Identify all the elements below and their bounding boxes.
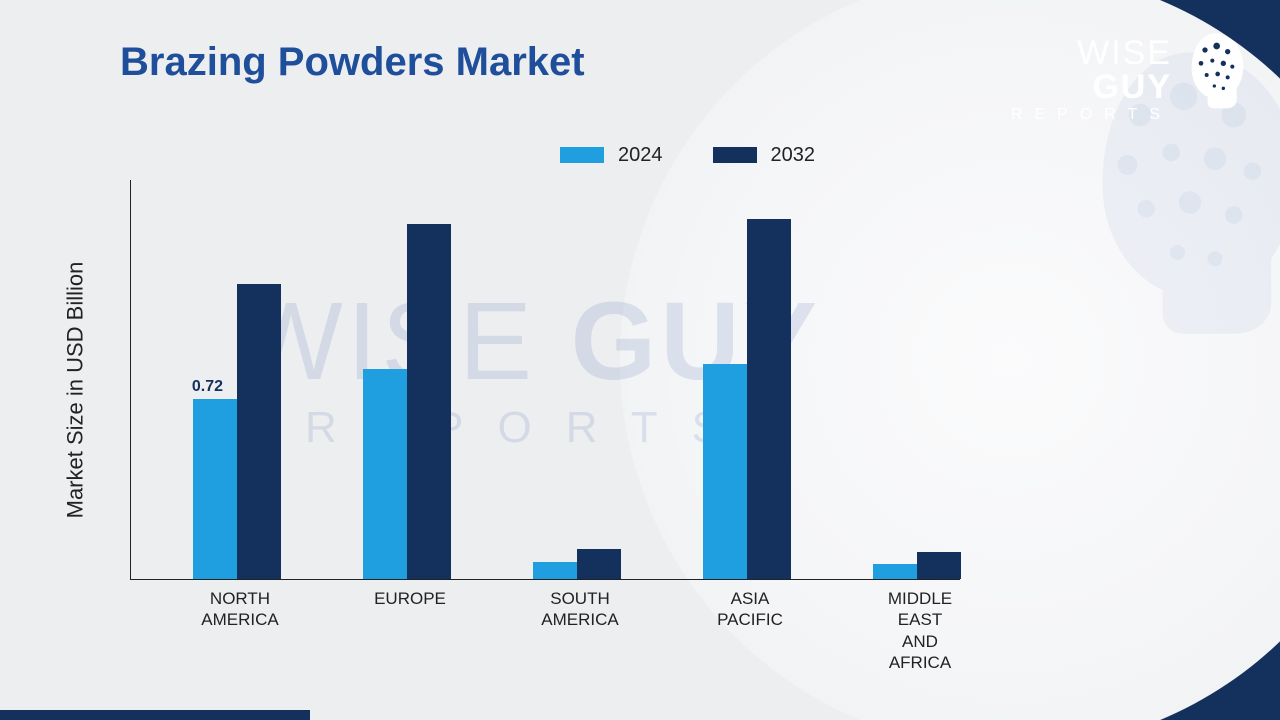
bar-ap-y2032 [747, 219, 791, 579]
x-label-mea: MIDDLEEASTANDAFRICA [845, 588, 995, 673]
x-label-sa: SOUTHAMERICA [505, 588, 655, 631]
bar-na-y2024 [193, 399, 237, 579]
bar-mea-y2024 [873, 564, 917, 579]
brand-head-icon [1180, 30, 1250, 110]
brand-line1a: WISE [1077, 34, 1172, 72]
chart-plot-area: 0.72 [130, 180, 960, 580]
bar-group-sa [505, 180, 655, 580]
bar-group-ap [675, 180, 825, 580]
value-label-na-y2024: 0.72 [163, 378, 223, 396]
bar-sa-y2024 [533, 562, 577, 580]
brand-line2: REPORTS [990, 106, 1172, 124]
legend-label-2024: 2024 [618, 144, 663, 167]
y-axis-label-text: Market Size in USD Billion [62, 262, 88, 519]
bottom-accent-bar [0, 710, 310, 720]
bar-eu-y2024 [363, 369, 407, 579]
bar-ap-y2024 [703, 364, 747, 579]
brand-line1b: GUY [1092, 68, 1172, 106]
legend-swatch-2032 [713, 147, 757, 163]
x-label-na: NORTHAMERICA [165, 588, 315, 631]
page-title: Brazing Powders Market [120, 40, 585, 85]
legend-item-2024: 2024 [560, 144, 663, 167]
bar-sa-y2032 [577, 549, 621, 579]
bar-na-y2032 [237, 284, 281, 579]
y-axis-label: Market Size in USD Billion [60, 200, 90, 580]
chart-legend: 2024 2032 [560, 140, 880, 170]
bar-mea-y2032 [917, 552, 961, 580]
brand-logo: WISE GUY REPORTS [990, 30, 1250, 120]
chart: 2024 2032 Market Size in USD Billion 0.7… [60, 140, 980, 660]
bar-group-eu [335, 180, 485, 580]
page-root: WISE GUY REPORTS Brazing Powders Market … [0, 0, 1280, 720]
y-axis-line [130, 180, 131, 580]
x-label-ap: ASIAPACIFIC [675, 588, 825, 631]
bar-eu-y2032 [407, 224, 451, 579]
bar-group-mea [845, 180, 995, 580]
legend-swatch-2024 [560, 147, 604, 163]
legend-item-2032: 2032 [713, 144, 816, 167]
legend-label-2032: 2032 [771, 144, 816, 167]
x-axis-labels: NORTHAMERICA EUROPE SOUTHAMERICA ASIAPACIFI… [130, 580, 960, 700]
x-label-eu: EUROPE [335, 588, 485, 609]
